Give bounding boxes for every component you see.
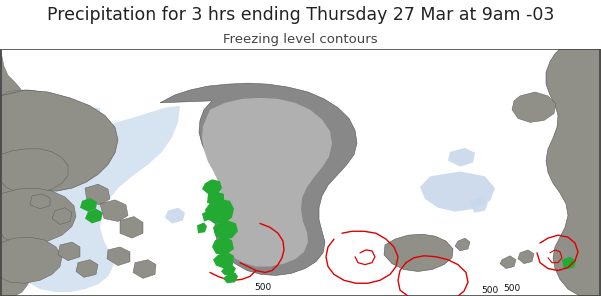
Polygon shape <box>197 222 207 233</box>
Polygon shape <box>18 106 180 292</box>
Polygon shape <box>518 250 534 264</box>
Polygon shape <box>420 171 495 212</box>
Polygon shape <box>0 188 76 244</box>
Text: Precipitation for 3 hrs ending Thursday 27 Mar at 9am -03: Precipitation for 3 hrs ending Thursday … <box>47 6 554 24</box>
Text: 500: 500 <box>254 283 272 292</box>
Text: 500: 500 <box>481 286 499 295</box>
Polygon shape <box>0 237 62 283</box>
Polygon shape <box>0 90 118 191</box>
Polygon shape <box>213 252 234 268</box>
Polygon shape <box>205 199 234 223</box>
Polygon shape <box>107 247 130 266</box>
Polygon shape <box>120 217 143 238</box>
Polygon shape <box>546 49 601 296</box>
Polygon shape <box>223 272 238 283</box>
Polygon shape <box>512 92 556 123</box>
Polygon shape <box>76 260 98 277</box>
Polygon shape <box>165 208 185 223</box>
Polygon shape <box>221 265 236 275</box>
Polygon shape <box>85 209 103 223</box>
Polygon shape <box>160 83 357 275</box>
Polygon shape <box>500 256 516 268</box>
Polygon shape <box>202 98 332 267</box>
Polygon shape <box>448 148 475 167</box>
Polygon shape <box>384 234 453 271</box>
Polygon shape <box>202 179 222 194</box>
Polygon shape <box>85 184 110 205</box>
Polygon shape <box>0 149 68 194</box>
Text: Freezing level contours: Freezing level contours <box>223 33 378 46</box>
Polygon shape <box>133 260 156 278</box>
Polygon shape <box>202 211 212 221</box>
Polygon shape <box>470 198 488 213</box>
Polygon shape <box>212 237 234 255</box>
Polygon shape <box>0 49 30 296</box>
Polygon shape <box>207 191 224 206</box>
Polygon shape <box>455 238 470 251</box>
Polygon shape <box>100 200 128 221</box>
Polygon shape <box>52 208 72 224</box>
Polygon shape <box>58 242 80 261</box>
Polygon shape <box>0 90 82 163</box>
Polygon shape <box>562 257 576 270</box>
Text: 500: 500 <box>504 284 520 293</box>
Polygon shape <box>80 198 97 212</box>
Polygon shape <box>30 194 50 209</box>
Polygon shape <box>213 221 238 240</box>
